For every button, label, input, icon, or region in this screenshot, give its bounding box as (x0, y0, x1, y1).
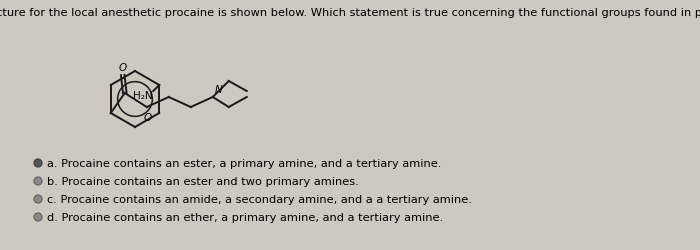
Text: O: O (144, 112, 152, 122)
Text: N: N (215, 85, 223, 94)
Text: a. Procaine contains an ester, a primary amine, and a tertiary amine.: a. Procaine contains an ester, a primary… (47, 158, 442, 168)
Text: b. Procaine contains an ester and two primary amines.: b. Procaine contains an ester and two pr… (47, 176, 358, 186)
Circle shape (34, 159, 42, 167)
Circle shape (34, 177, 42, 185)
Text: d. Procaine contains an ether, a primary amine, and a tertiary amine.: d. Procaine contains an ether, a primary… (47, 212, 443, 222)
Circle shape (34, 213, 42, 221)
Text: O: O (119, 63, 127, 73)
Text: The structure for the local anesthetic procaine is shown below. Which statement : The structure for the local anesthetic p… (0, 8, 700, 18)
Circle shape (34, 195, 42, 203)
Text: H₂N: H₂N (134, 91, 153, 101)
Text: c. Procaine contains an amide, a secondary amine, and a a tertiary amine.: c. Procaine contains an amide, a seconda… (47, 194, 472, 204)
